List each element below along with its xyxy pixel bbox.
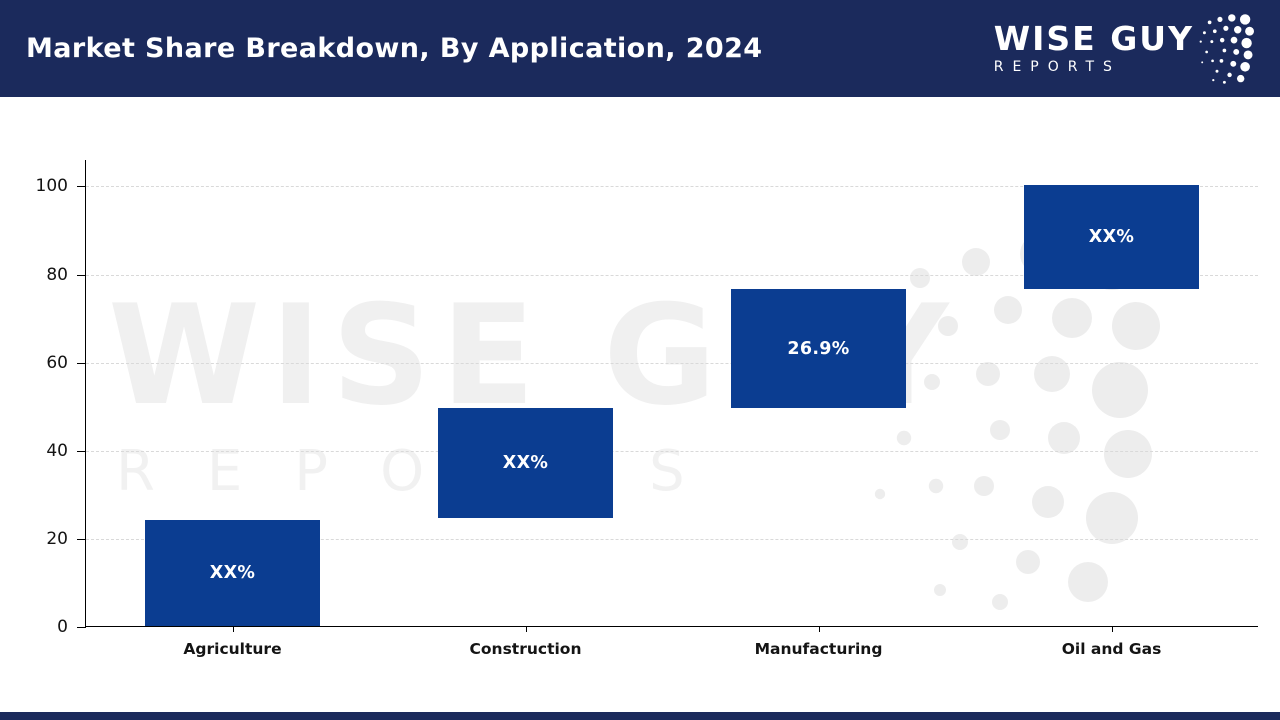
y-tick-label: 0: [57, 617, 68, 637]
y-tick-mark: [77, 450, 86, 452]
y-tick-label: 60: [46, 352, 68, 373]
gridline: [86, 186, 1258, 188]
bar-construction: XX%: [437, 407, 614, 519]
logo-subtext: REPORTS: [993, 59, 1121, 76]
bar-value-label: 26.9%: [787, 338, 850, 359]
footer-bar: [0, 712, 1280, 720]
plot-area: 0 20 40 60 80 100 XX% Agriculture XX% Constructio…: [36, 160, 1258, 658]
y-tick-label: 100: [35, 176, 68, 197]
x-tick-label: Oil and Gas: [1061, 640, 1162, 658]
bar-value-label: XX%: [502, 452, 549, 473]
x-tick-label: Agriculture: [183, 640, 282, 658]
chart-area: WISE GUY REPORTS 0 20 40 60 80 100 XX% Agricult…: [0, 97, 1280, 712]
x-tick-label: Construction: [469, 640, 582, 658]
y-tick-mark: [77, 274, 86, 276]
y-tick-mark: [77, 538, 86, 540]
gridline: [86, 450, 1258, 452]
header: Market Share Breakdown, By Application, …: [0, 0, 1280, 97]
bar-manufacturing: 26.9%: [730, 289, 907, 408]
page-title: Market Share Breakdown, By Application, …: [26, 33, 763, 64]
x-tick-mark: [525, 626, 527, 632]
x-tick-mark: [232, 626, 234, 632]
x-tick-mark: [818, 626, 820, 632]
y-tick-label: 40: [46, 440, 68, 461]
wise-guy-logo: WISE GUY REPORTS: [994, 9, 1254, 89]
bar-value-label: XX%: [209, 563, 256, 584]
y-tick-mark: [77, 186, 86, 188]
y-tick-mark: [77, 627, 86, 628]
bar-oil-and-gas: XX%: [1023, 185, 1200, 289]
y-tick-label: 80: [46, 264, 68, 285]
y-tick-mark: [77, 362, 86, 364]
gridline: [86, 362, 1258, 364]
logo-text: WISE GUY REPORTS: [993, 18, 1194, 76]
gridline: [86, 538, 1258, 540]
bar-agriculture: XX%: [144, 520, 321, 626]
logo-head-dots-icon: [1199, 13, 1254, 84]
bar-value-label: XX%: [1088, 227, 1135, 248]
gridline: [86, 274, 1258, 276]
logo-wordmark: WISE GUY: [993, 18, 1194, 58]
x-tick-label: Manufacturing: [754, 640, 883, 658]
x-tick-mark: [1111, 626, 1113, 632]
y-tick-label: 20: [46, 528, 68, 549]
